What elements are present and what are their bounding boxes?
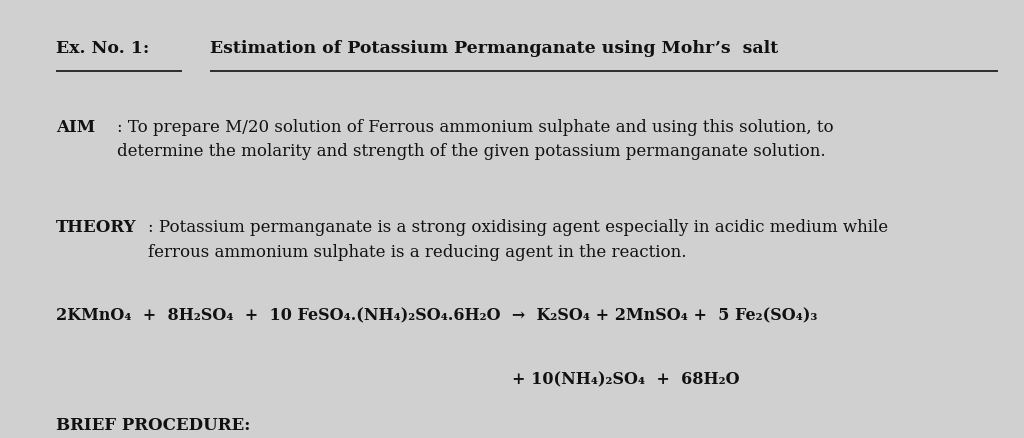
Text: Ex. No. 1:: Ex. No. 1:	[56, 39, 150, 57]
Text: : Potassium permanganate is a strong oxidising agent especially in acidic medium: : Potassium permanganate is a strong oxi…	[148, 219, 889, 261]
Text: + 10(NH₄)₂SO₄  +  68H₂O: + 10(NH₄)₂SO₄ + 68H₂O	[512, 370, 739, 387]
Text: : To prepare M/20 solution of Ferrous ammonium sulphate and using this solution,: : To prepare M/20 solution of Ferrous am…	[117, 118, 834, 160]
Text: Estimation of Potassium Permanganate using Mohr’s  salt: Estimation of Potassium Permanganate usi…	[210, 39, 778, 57]
Text: 2KMnO₄  +  8H₂SO₄  +  10 FeSO₄.(NH₄)₂SO₄.6H₂O  →  K₂SO₄ + 2MnSO₄ +  5 Fe₂(SO₄)₃: 2KMnO₄ + 8H₂SO₄ + 10 FeSO₄.(NH₄)₂SO₄.6H₂…	[56, 307, 818, 324]
Text: AIM: AIM	[56, 118, 95, 135]
Text: BRIEF PROCEDURE:: BRIEF PROCEDURE:	[56, 416, 251, 433]
Text: THEORY: THEORY	[56, 219, 137, 236]
